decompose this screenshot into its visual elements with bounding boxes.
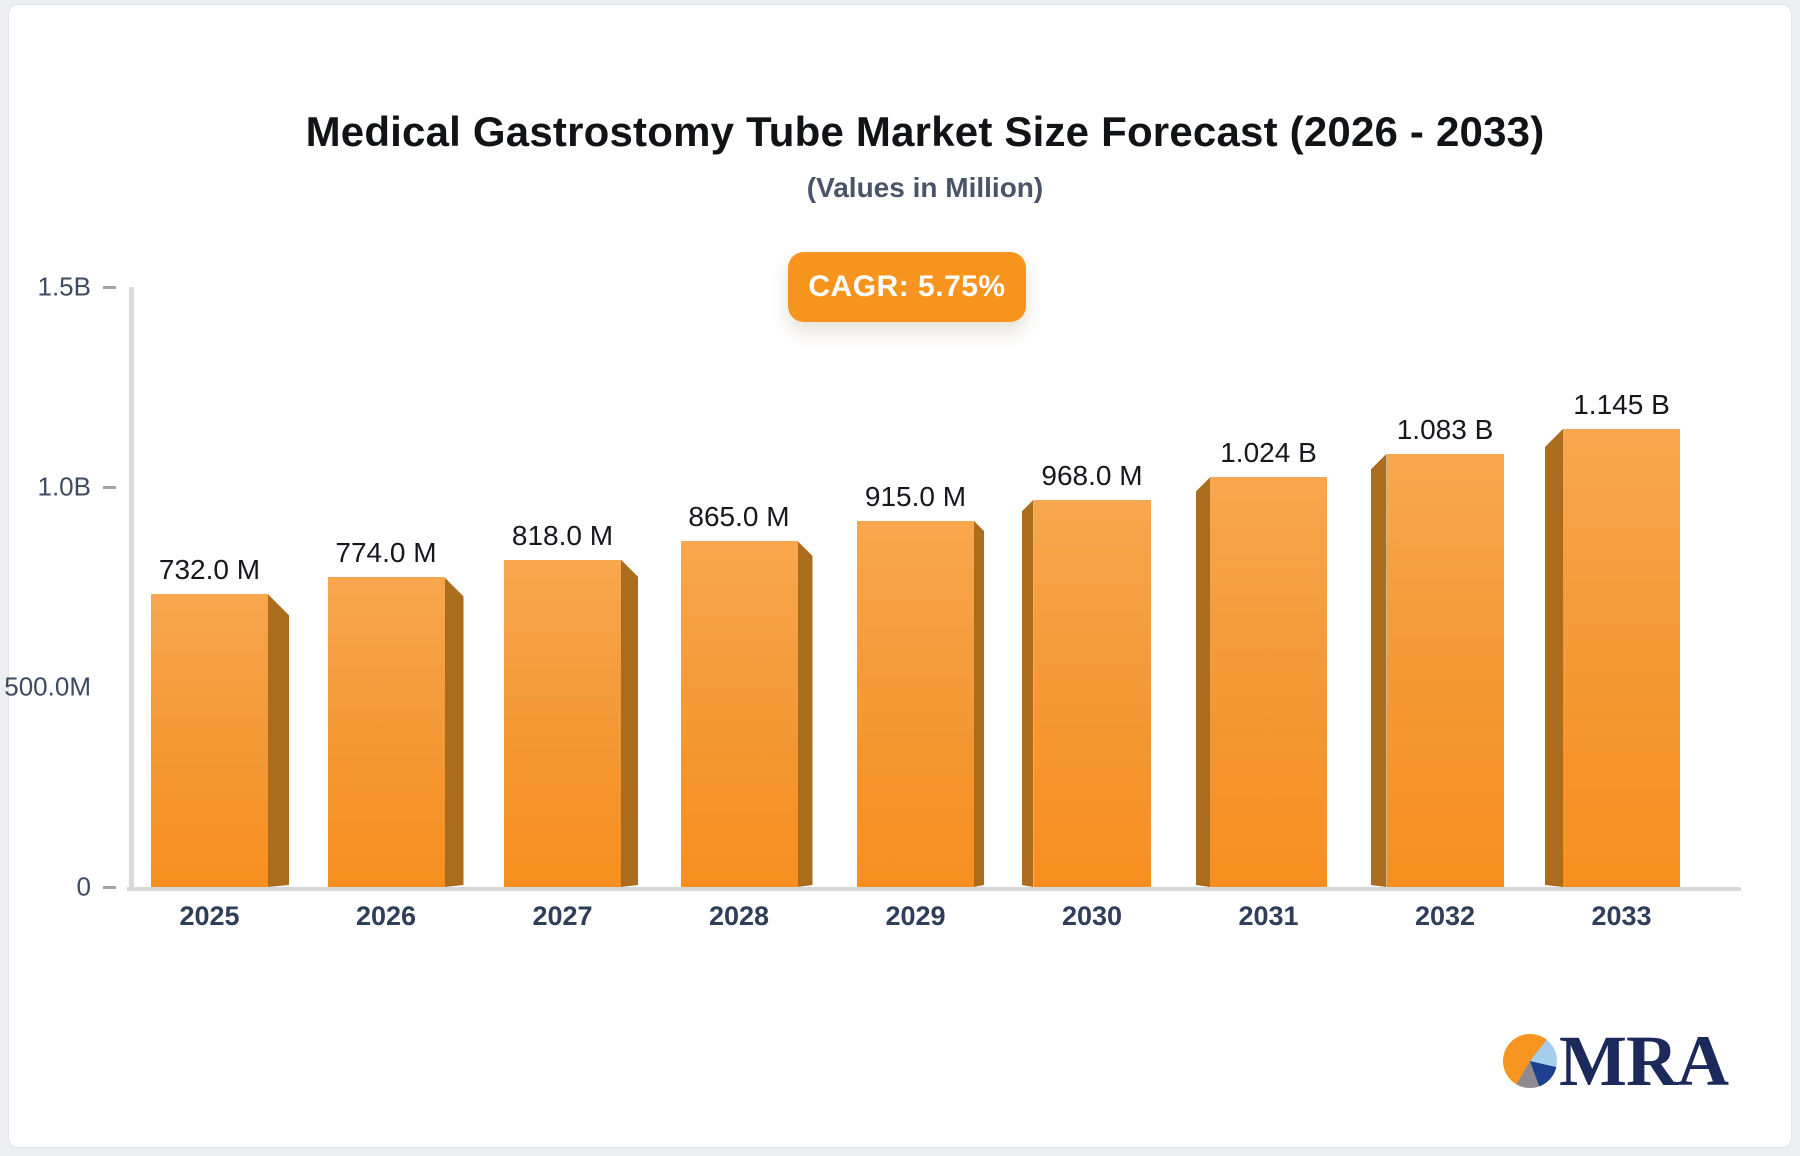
bar-2029 xyxy=(857,521,974,887)
bar-value-label: 915.0 M xyxy=(864,481,967,512)
pie-chart-logo-icon xyxy=(1503,1034,1557,1088)
x-tick-label: 2026 xyxy=(355,901,417,931)
y-tick-mark xyxy=(103,485,116,489)
bar-side-face xyxy=(798,541,813,887)
bar-2031 xyxy=(1210,477,1327,887)
y-tick-label: 1.0B xyxy=(37,471,92,502)
y-tick-label: 500.0M xyxy=(4,671,91,702)
bar-2032 xyxy=(1386,453,1504,887)
bar-2030 xyxy=(1033,499,1151,887)
bar-value-label: 865.0 M xyxy=(688,501,790,532)
mra-logo: MRA xyxy=(1503,1021,1729,1101)
x-tick-label: 2029 xyxy=(885,901,946,931)
x-tick-label: 2028 xyxy=(708,901,770,931)
bar-value-label: 1.083 B xyxy=(1396,413,1494,445)
x-tick-label: 2031 xyxy=(1238,901,1299,931)
bar-2025 xyxy=(151,594,268,887)
cagr-badge-label: CAGR: 5.75% xyxy=(808,270,1006,303)
bar-2027 xyxy=(504,559,621,887)
bar-side-face xyxy=(974,521,984,887)
bar-side-face xyxy=(1022,500,1034,887)
cagr-badge: CAGR: 5.75% xyxy=(788,252,1026,322)
y-tick-label: 0 xyxy=(76,871,91,902)
bar-value-label: 732.0 M xyxy=(158,554,261,586)
x-tick-label: 2025 xyxy=(179,901,240,931)
plot-area: 1.5B 1.0B 500.0M 0 732.0 M 2025 774.0 M 2026 818… xyxy=(4,272,1741,931)
x-axis-line xyxy=(127,887,1741,891)
bar-value-label: 1.145 B xyxy=(1573,389,1670,420)
bar-value-label: 818.0 M xyxy=(511,519,614,551)
bar-side-face xyxy=(621,560,638,887)
y-axis-line xyxy=(129,287,134,890)
bar-side-face xyxy=(1371,454,1387,887)
x-tick-label: 2030 xyxy=(1061,901,1123,931)
bar-value-label: 774.0 M xyxy=(335,537,437,569)
y-tick-label: 1.5B xyxy=(37,271,92,302)
x-tick-label: 2027 xyxy=(532,901,593,931)
y-tick-mark xyxy=(103,885,116,889)
bar-value-label: 1.024 B xyxy=(1220,437,1317,469)
x-tick-label: 2032 xyxy=(1414,901,1476,931)
bar-2028 xyxy=(680,541,798,887)
x-tick-label: 2033 xyxy=(1591,901,1652,931)
mra-logo-text: MRA xyxy=(1559,1021,1729,1101)
bar-side-face xyxy=(445,577,464,887)
y-tick-mark xyxy=(103,285,116,289)
chart-subtitle: (Values in Million) xyxy=(806,172,1044,203)
bar-2033 xyxy=(1563,429,1680,887)
chart-title: Medical Gastrostomy Tube Market Size For… xyxy=(305,108,1545,155)
bar-side-face xyxy=(268,594,289,887)
bar-side-face xyxy=(1545,429,1563,887)
bar-side-face xyxy=(1196,477,1210,887)
bar-2026 xyxy=(327,577,445,887)
bar-value-label: 968.0 M xyxy=(1041,459,1143,491)
